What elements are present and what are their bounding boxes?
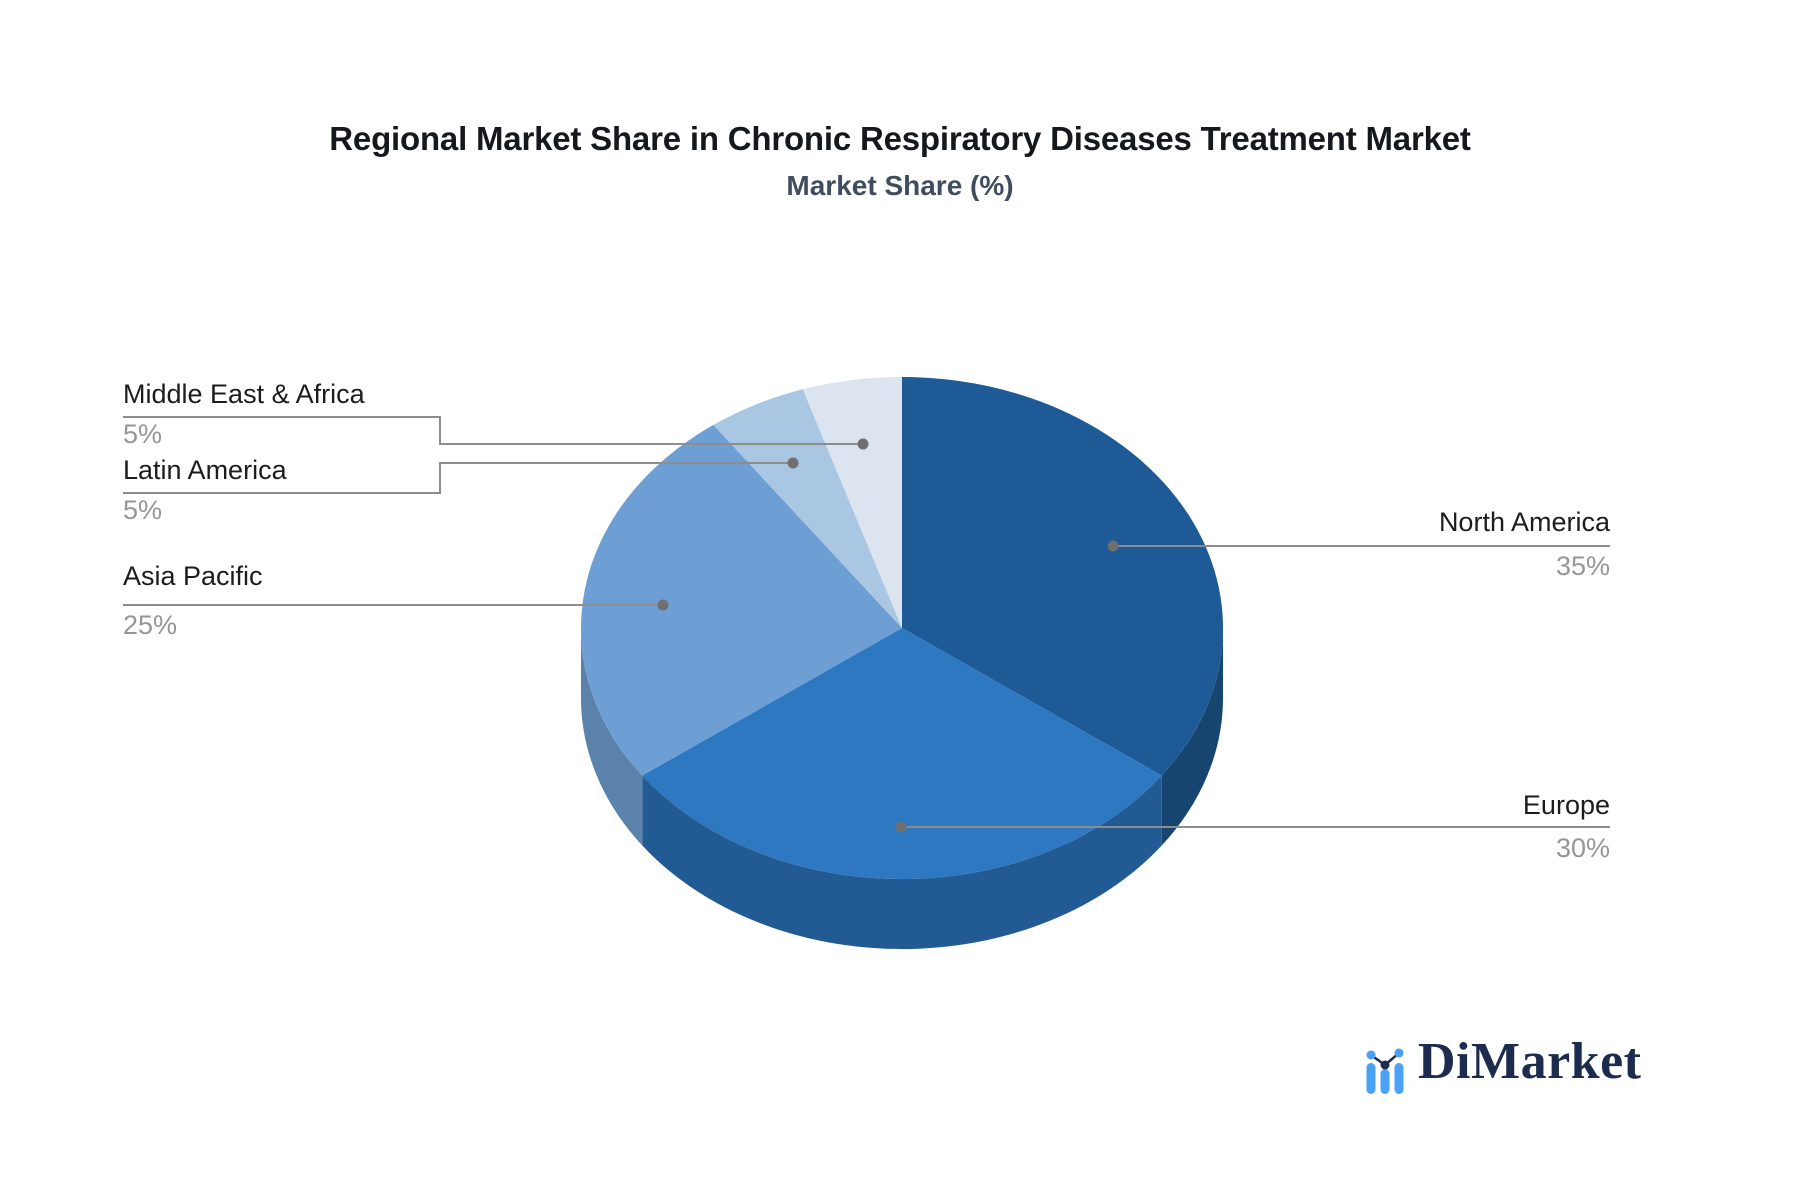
leader-dot-north-america <box>1107 540 1119 552</box>
value-north-america: 35% <box>1555 551 1610 581</box>
leader-dot-middle-east-africa <box>857 438 869 450</box>
leader-dot-europe <box>895 821 907 833</box>
value-latin-america: 5% <box>123 495 163 525</box>
label-latin-america: Latin America <box>123 455 287 485</box>
pie-slice-asia-pacific <box>580 424 902 776</box>
value-europe: 30% <box>1555 833 1610 863</box>
pie-slice-middle-east-africa <box>802 377 902 628</box>
label-europe: Europe <box>1522 790 1610 820</box>
dimarket-logo: DiMarket <box>1362 1033 1641 1096</box>
pie-slice-latin-america <box>713 389 902 628</box>
pie-side-north-america <box>1161 628 1223 846</box>
leader-dot-latin-america <box>787 457 799 469</box>
leader-line-middle-east-africa <box>123 416 863 445</box>
pie-slice-europe <box>642 628 1162 880</box>
chart-title: Regional Market Share in Chronic Respira… <box>329 120 1471 157</box>
value-middle-east-africa: 5% <box>123 419 163 449</box>
label-north-america: North America <box>1438 507 1610 537</box>
bar-chart-trend-icon <box>1366 1048 1404 1094</box>
chart-subtitle: Market Share (%) <box>786 170 1014 201</box>
leader-dot-asia-pacific <box>657 599 669 611</box>
pie-side-asia-pacific <box>581 628 643 846</box>
leader-line-latin-america <box>123 462 793 494</box>
value-asia-pacific: 25% <box>123 610 178 640</box>
pie-slice-north-america <box>902 377 1223 776</box>
logo-text: DiMarket <box>1418 1033 1642 1090</box>
pie-side-europe <box>642 775 1162 949</box>
label-middle-east-africa: Middle East & Africa <box>123 379 365 409</box>
label-asia-pacific: Asia Pacific <box>123 561 263 591</box>
